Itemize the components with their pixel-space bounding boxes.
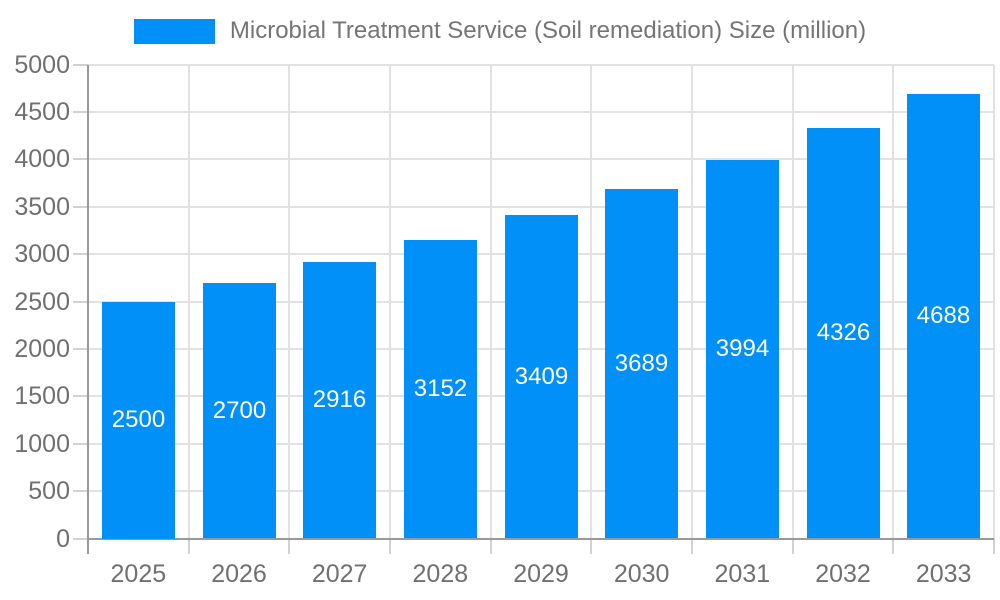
x-axis-tick	[590, 538, 593, 554]
bar-2033[interactable]: 4688	[907, 94, 980, 539]
y-axis-tick	[73, 347, 88, 350]
bar-value-label: 3994	[715, 335, 770, 363]
gridline-vertical	[288, 64, 291, 539]
legend-label: Microbial Treatment Service (Soil remedi…	[229, 17, 867, 44]
y-axis-tick	[73, 63, 88, 66]
y-axis-tick	[73, 110, 88, 113]
y-axis-tick	[73, 537, 88, 540]
y-axis-label: 5000	[14, 50, 70, 79]
x-axis-label: 2032	[815, 560, 871, 588]
y-axis-tick	[73, 158, 88, 161]
gridline-vertical	[590, 64, 593, 539]
x-axis-label: 2028	[412, 560, 469, 588]
x-axis-label: 2026	[211, 560, 267, 588]
y-axis-label: 4000	[14, 145, 70, 174]
y-axis-label: 1500	[14, 382, 70, 411]
y-axis-label: 500	[28, 477, 70, 506]
x-axis-label: 2030	[613, 560, 670, 588]
x-axis-tick	[389, 538, 391, 554]
y-axis-label: 1000	[14, 429, 70, 458]
y-axis-tick	[73, 300, 88, 303]
gridline-vertical	[791, 64, 794, 539]
y-axis-tick	[73, 253, 88, 256]
bar-2031[interactable]: 3994	[706, 159, 779, 539]
y-axis-label: 2500	[14, 287, 70, 316]
x-axis-label: 2027	[311, 560, 368, 588]
x-axis-tick	[993, 538, 995, 554]
x-axis-label: 2029	[513, 560, 569, 588]
bar-value-label: 2500	[111, 406, 166, 433]
x-axis-tick	[288, 538, 291, 554]
x-axis-tick	[489, 538, 492, 554]
bar-2026[interactable]: 2700	[203, 282, 276, 539]
y-axis-tick	[73, 442, 88, 445]
bar-2027[interactable]: 2916	[303, 262, 376, 539]
bar-value-label: 4326	[816, 319, 871, 347]
bar-2032[interactable]: 4326	[807, 128, 880, 539]
x-axis-label: 2031	[714, 560, 771, 588]
legend-swatch	[133, 18, 215, 44]
x-axis-label: 2025	[110, 560, 167, 588]
bar-2028[interactable]: 3152	[404, 239, 477, 539]
gridline-horizontal	[88, 110, 994, 113]
bar-value-label: 2700	[212, 396, 267, 424]
bar-value-label: 3689	[614, 349, 669, 377]
bar-value-label: 4688	[916, 302, 971, 330]
gridline-vertical	[691, 64, 693, 539]
x-axis-tick	[187, 538, 190, 554]
y-axis-tick	[73, 205, 88, 208]
legend[interactable]: Microbial Treatment Service (Soil remedi…	[0, 17, 1000, 45]
y-axis-tick	[73, 490, 88, 493]
bar-value-label: 3152	[413, 375, 468, 403]
y-axis-label: 0	[56, 524, 70, 553]
x-axis-tick	[87, 538, 89, 554]
x-axis-tick	[892, 538, 895, 554]
y-axis-label: 2000	[14, 334, 70, 363]
gridline-horizontal	[88, 63, 994, 66]
bar-value-label: 2916	[312, 386, 367, 414]
x-axis-tick	[791, 538, 794, 554]
y-axis-label: 3000	[14, 240, 70, 269]
bar-2025[interactable]: 2500	[102, 301, 175, 539]
y-axis-label: 3500	[14, 192, 70, 221]
x-axis-tick	[691, 538, 693, 554]
gridline-vertical	[993, 64, 995, 539]
bar-2029[interactable]: 3409	[505, 215, 578, 539]
bar-2030[interactable]: 3689	[605, 188, 678, 539]
y-axis-label: 4500	[14, 97, 70, 126]
gridline-vertical	[489, 64, 492, 539]
gridline-vertical	[389, 64, 391, 539]
y-axis-line	[87, 64, 89, 554]
x-axis-label: 2033	[915, 560, 972, 588]
y-axis-tick	[73, 395, 88, 398]
gridline-vertical	[187, 64, 190, 539]
gridline-vertical	[892, 64, 895, 539]
bar-value-label: 3409	[514, 362, 569, 390]
